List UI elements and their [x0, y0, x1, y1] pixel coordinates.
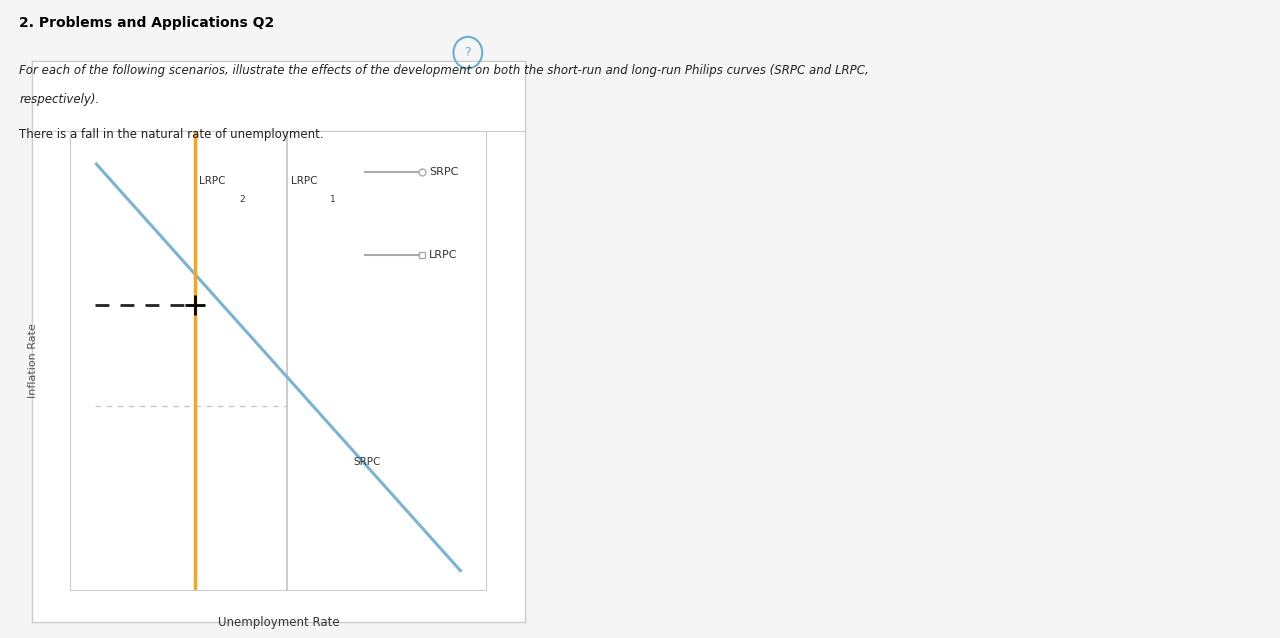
Text: There is a fall in the natural rate of unemployment.: There is a fall in the natural rate of u…	[19, 128, 324, 140]
Text: 2. Problems and Applications Q2: 2. Problems and Applications Q2	[19, 16, 274, 30]
Text: LRPC: LRPC	[200, 176, 225, 186]
Text: LRPC: LRPC	[291, 176, 317, 186]
Text: Inflation Rate: Inflation Rate	[28, 323, 38, 398]
Text: respectively).: respectively).	[19, 93, 100, 105]
Text: For each of the following scenarios, illustrate the effects of the development o: For each of the following scenarios, ill…	[19, 64, 869, 77]
Text: SRPC: SRPC	[353, 457, 380, 466]
Text: 2: 2	[239, 195, 244, 204]
Text: Unemployment Rate: Unemployment Rate	[218, 616, 339, 628]
Text: SRPC: SRPC	[429, 167, 458, 177]
Text: ?: ?	[465, 46, 471, 59]
Text: LRPC: LRPC	[429, 250, 457, 260]
Text: 1: 1	[330, 195, 337, 204]
